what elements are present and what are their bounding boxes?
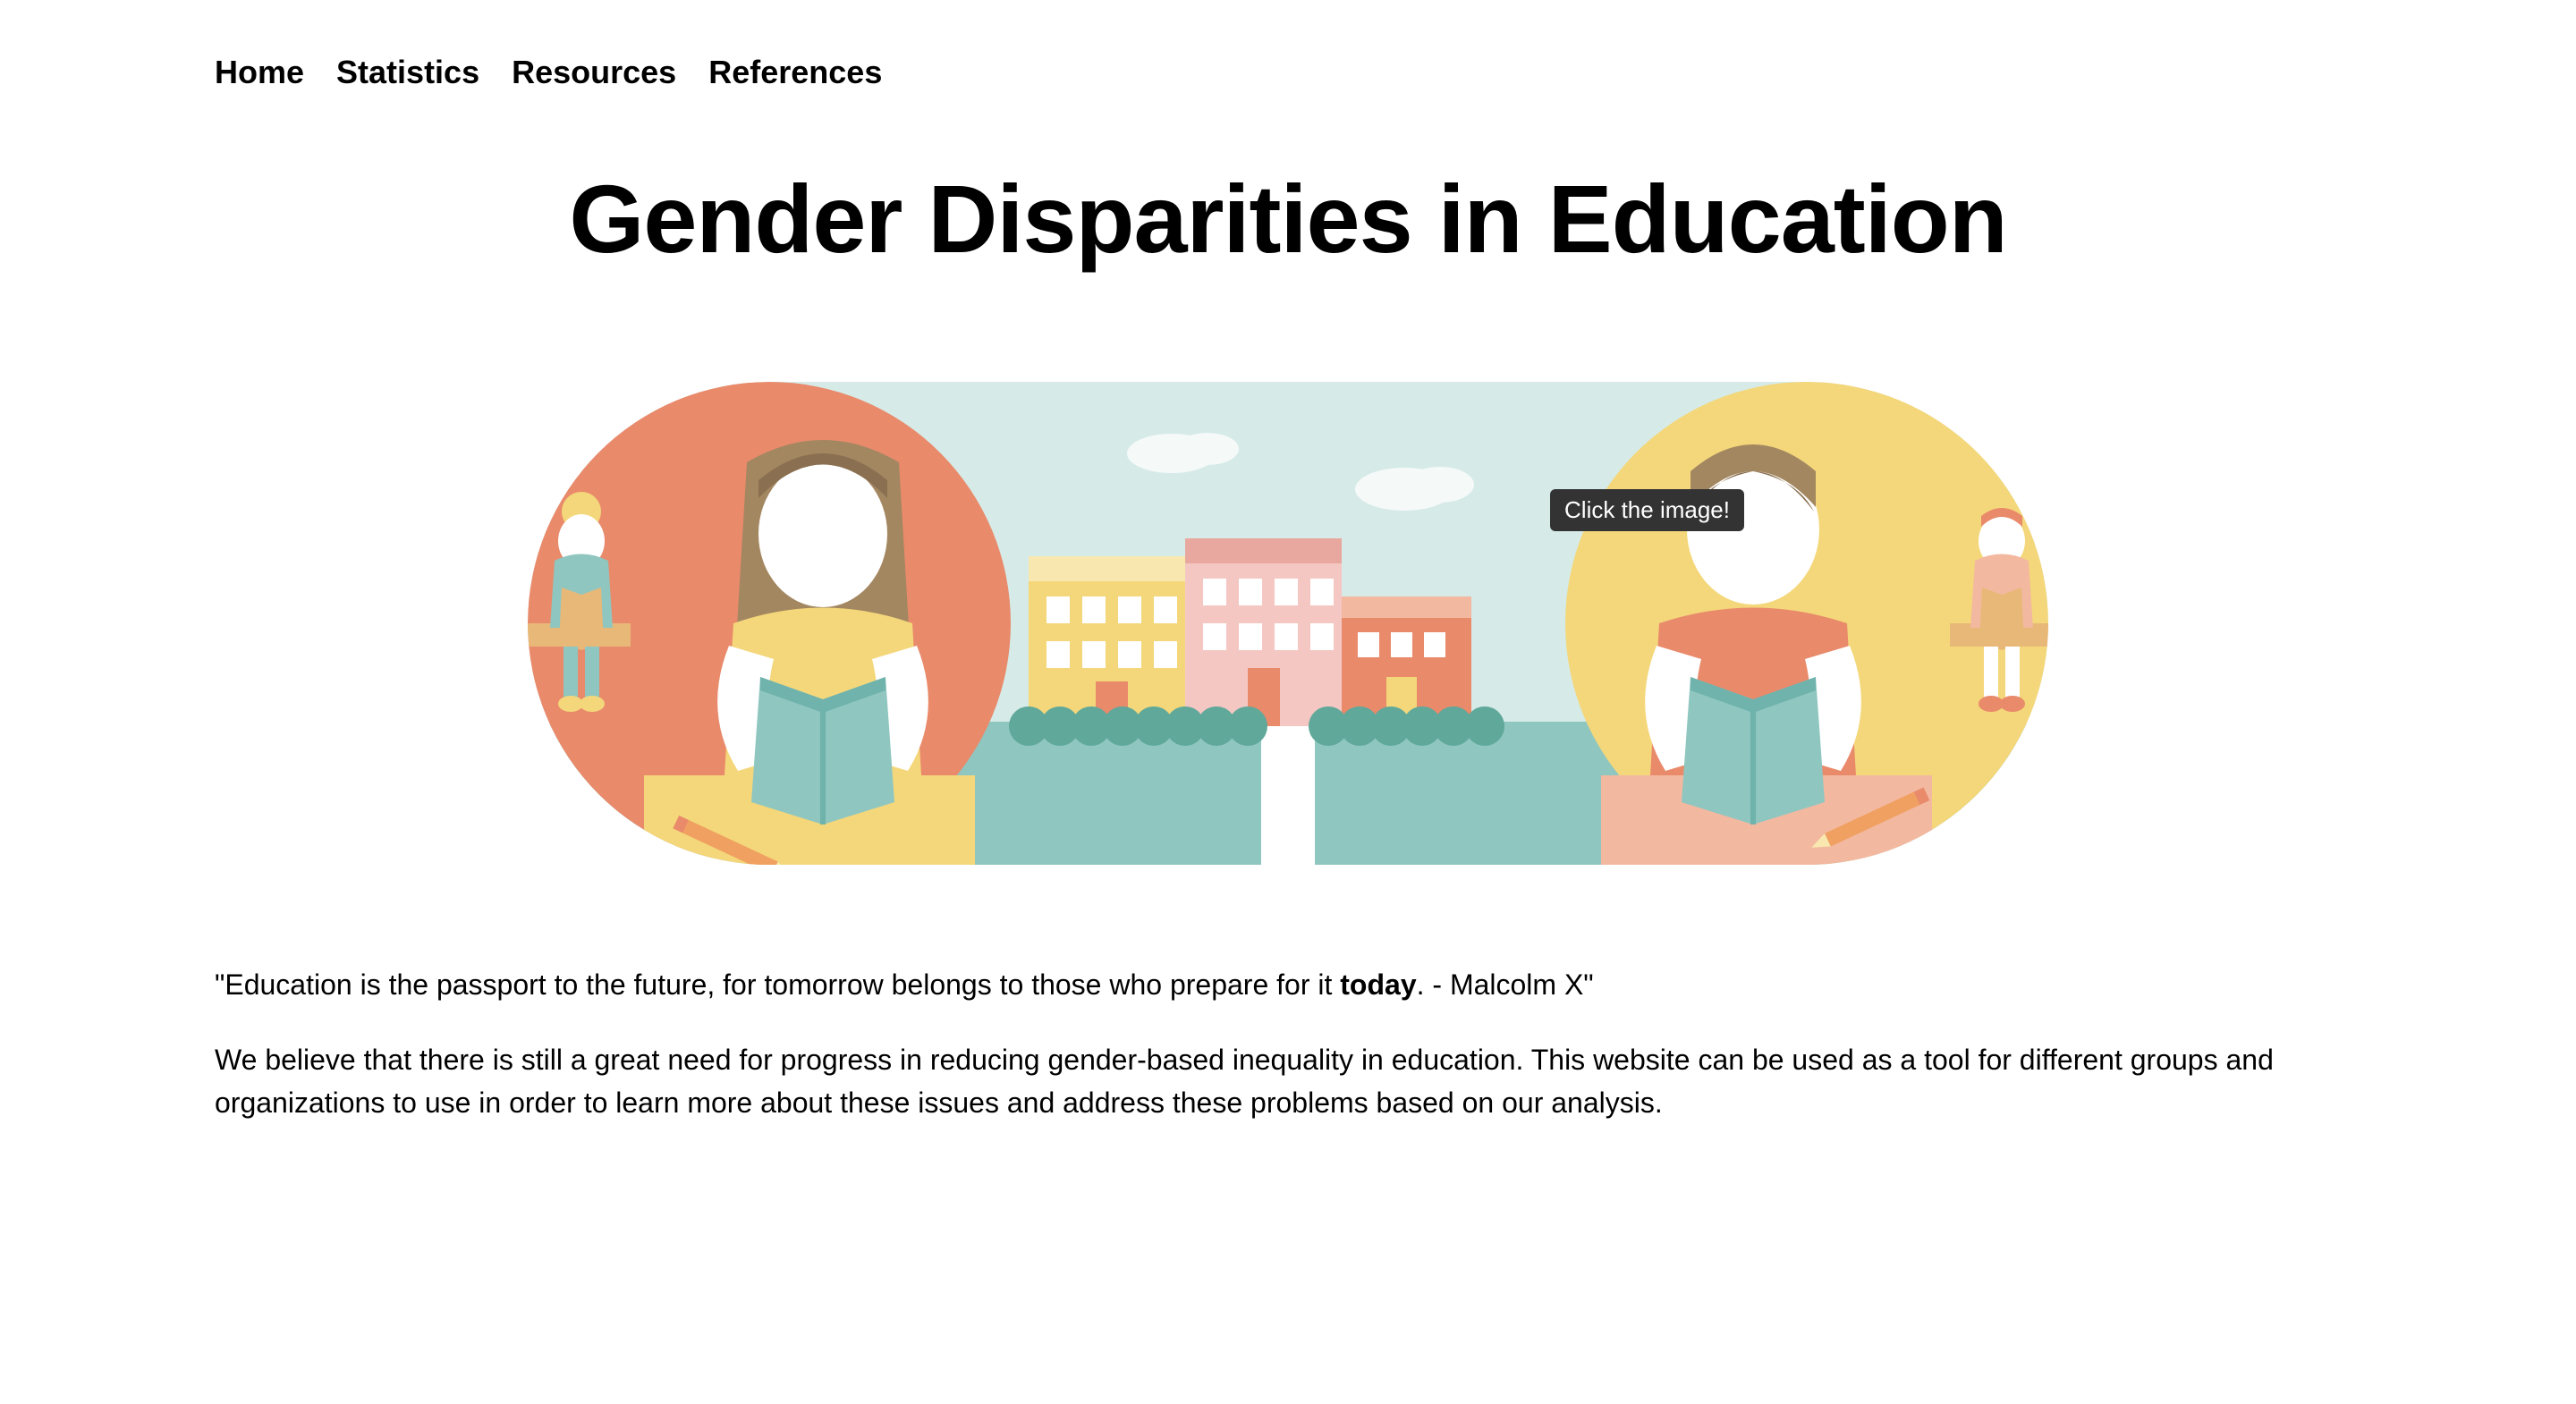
page-title: Gender Disparities in Education xyxy=(215,163,2361,275)
nav-home[interactable]: Home xyxy=(215,54,304,91)
quote-attribution: - Malcolm X xyxy=(1425,968,1594,1001)
nav-resources[interactable]: Resources xyxy=(512,54,676,91)
hero-image[interactable]: Click the image! xyxy=(528,382,2048,865)
main-nav: Home Statistics Resources References xyxy=(215,54,2361,91)
quote-suffix: . xyxy=(1417,968,1425,1001)
quote-bold: today xyxy=(1340,968,1416,1001)
quote-prefix: Education is the passport to the future,… xyxy=(215,968,1340,1001)
quote-text: Education is the passport to the future,… xyxy=(215,963,2361,1006)
nav-statistics[interactable]: Statistics xyxy=(336,54,479,91)
hero-container: Click the image! xyxy=(215,382,2361,865)
intro-paragraph: We believe that there is still a great n… xyxy=(215,1038,2361,1124)
education-illustration-icon xyxy=(528,382,2048,865)
nav-references[interactable]: References xyxy=(708,54,882,91)
